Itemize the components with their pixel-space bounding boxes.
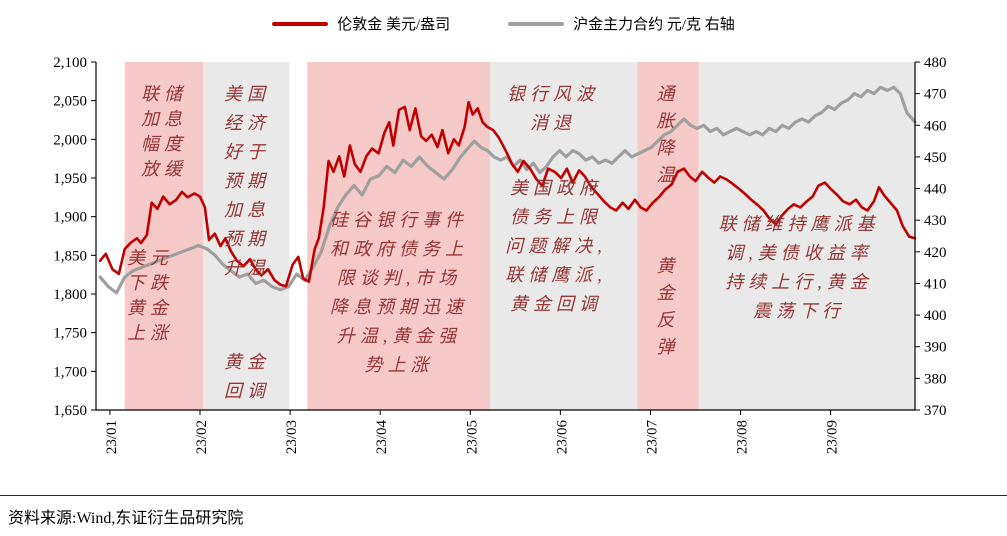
annotation-gold-rebound: 弹 — [657, 337, 680, 357]
london-gold-line — [98, 100, 917, 288]
source-note: 资料来源:Wind,东证衍生品研究院 — [0, 495, 1007, 528]
right-axis-label: 450 — [924, 150, 947, 166]
annotation-bank-turmoil-fades: 消退 — [530, 113, 576, 133]
shanghai-gold-line — [98, 85, 917, 295]
annotation-fed-rate-hike-slowdown: 幅度 — [141, 134, 187, 154]
x-axis-label: 23/09 — [825, 420, 841, 454]
right-axis-label: 400 — [924, 308, 947, 324]
source-text: 资料来源:Wind,东证衍生品研究院 — [8, 510, 244, 527]
highlight-region-5 — [637, 62, 699, 410]
annotation-fed-hawkish-gold-drifts-down: 持续上行,黄金 — [725, 272, 873, 292]
right-axis-label: 430 — [924, 213, 947, 229]
right-axis-label: 440 — [924, 182, 947, 198]
annotation-gold-rebound: 金 — [657, 283, 680, 303]
x-axis-label: 23/04 — [374, 420, 390, 455]
right-axis-label: 410 — [924, 276, 947, 292]
gold-price-chart: 1,650 1,700 1,750 1,800 1,850 1,900 1,950 2,000… — [53, 55, 947, 455]
right-axis-label: 380 — [924, 371, 947, 387]
legend-item-shanghai-gold: 沪金主力合约 元/克 右轴 — [508, 13, 735, 34]
annotation-bank-turmoil-fades: 银行风波 — [507, 84, 599, 104]
annotation-dollar-down-gold-up: 下跌 — [127, 273, 173, 293]
x-axis-label: 23/01 — [104, 420, 120, 454]
annotation-debt-ceiling-resolved: 黄金回调 — [510, 294, 602, 314]
annotation-gold-pullback-feb: 回调 — [224, 381, 270, 401]
annotation-svb-event-gold-rally: 势上涨 — [365, 355, 434, 375]
annotation-us-economy-beats-expectations: 预期 — [224, 229, 270, 249]
right-axis-label: 480 — [924, 55, 947, 71]
annotation-us-economy-beats-expectations: 加息 — [224, 200, 270, 220]
annotation-debt-ceiling-resolved: 债务上限 — [510, 207, 602, 227]
annotation-gold-pullback-feb: 黄金 — [224, 352, 270, 372]
annotation-us-economy-beats-expectations: 预期 — [224, 171, 270, 191]
annotation-inflation-cooling: 胀 — [657, 111, 680, 131]
left-axis-label: 1,900 — [53, 210, 87, 226]
annotation-debt-ceiling-resolved: 联储鹰派, — [505, 265, 607, 285]
right-axis-label: 370 — [924, 403, 947, 419]
annotation-fed-hawkish-gold-drifts-down: 联储维持鹰派基 — [719, 214, 880, 234]
annotation-gold-rebound: 反 — [657, 310, 680, 330]
annotation-debt-ceiling-resolved: 美国政府 — [510, 178, 602, 198]
annotation-gold-rebound: 黄 — [657, 256, 680, 276]
left-axis-label: 2,100 — [53, 55, 87, 71]
left-axis-label: 2,050 — [53, 94, 87, 110]
annotation-us-economy-beats-expectations: 好于 — [224, 142, 270, 162]
left-axis-label: 1,650 — [53, 403, 87, 419]
annotation-inflation-cooling: 降 — [657, 138, 680, 158]
left-axis-label: 1,700 — [53, 364, 87, 380]
legend-label-london-gold: 伦敦金 美元/盎司 — [337, 17, 451, 33]
annotation-us-economy-beats-expectations: 经济 — [224, 113, 270, 133]
annotation-fed-hawkish-gold-drifts-down: 震荡下行 — [753, 301, 845, 321]
annotation-svb-event-gold-rally: 升温,黄金强 — [337, 326, 462, 346]
highlight-region-4 — [489, 62, 638, 410]
annotation-inflation-cooling: 温 — [657, 165, 680, 185]
annotation-us-economy-beats-expectations: 升温 — [224, 258, 270, 278]
annotation-inflation-cooling: 通 — [657, 84, 680, 104]
annotation-fed-rate-hike-slowdown: 加息 — [141, 109, 187, 129]
right-axis-label: 470 — [924, 87, 947, 103]
x-axis-label: 23/02 — [194, 420, 210, 454]
annotation-fed-hawkish-gold-drifts-down: 调,美债收益率 — [725, 243, 873, 263]
annotation-svb-event-gold-rally: 硅谷银行事件 — [330, 210, 468, 230]
left-axis-label: 2,000 — [53, 132, 87, 148]
annotation-dollar-down-gold-up: 美元 — [127, 248, 173, 268]
annotation-fed-rate-hike-slowdown: 联储 — [141, 84, 187, 104]
left-axis-label: 1,750 — [53, 326, 87, 342]
x-axis-label: 23/05 — [464, 420, 480, 454]
annotation-svb-event-gold-rally: 限谈判,市场 — [337, 268, 462, 288]
left-axis-label: 1,850 — [53, 248, 87, 264]
x-axis-label: 23/06 — [554, 420, 570, 455]
annotation-svb-event-gold-rally: 降息预期迅速 — [330, 297, 468, 317]
highlight-region-1 — [124, 62, 204, 410]
annotation-dollar-down-gold-up: 黄金 — [127, 298, 173, 318]
left-axis-label: 1,800 — [53, 287, 87, 303]
x-axis-label: 23/07 — [644, 420, 660, 455]
legend-line-gray — [508, 21, 565, 26]
annotation-fed-rate-hike-slowdown: 放缓 — [141, 159, 187, 179]
chart-legend: 伦敦金 美元/盎司 沪金主力合约 元/克 右轴 — [0, 13, 1007, 34]
legend-line-red — [272, 21, 329, 26]
right-axis-label: 420 — [924, 245, 947, 261]
right-axis-label: 460 — [924, 118, 947, 134]
left-axis-label: 1,950 — [53, 171, 87, 187]
right-axis-label: 390 — [924, 340, 947, 356]
annotation-dollar-down-gold-up: 上涨 — [127, 323, 173, 343]
legend-label-shanghai-gold: 沪金主力合约 元/克 右轴 — [573, 17, 735, 33]
highlight-region-2 — [203, 62, 290, 410]
x-axis-label: 23/03 — [284, 420, 300, 454]
highlight-region-6 — [698, 62, 915, 410]
annotation-debt-ceiling-resolved: 问题解决, — [505, 236, 607, 256]
legend-item-london-gold: 伦敦金 美元/盎司 — [272, 13, 450, 34]
annotation-us-economy-beats-expectations: 美国 — [224, 84, 270, 104]
x-axis-label: 23/08 — [735, 420, 751, 454]
annotation-svb-event-gold-rally: 和政府债务上 — [330, 239, 468, 259]
